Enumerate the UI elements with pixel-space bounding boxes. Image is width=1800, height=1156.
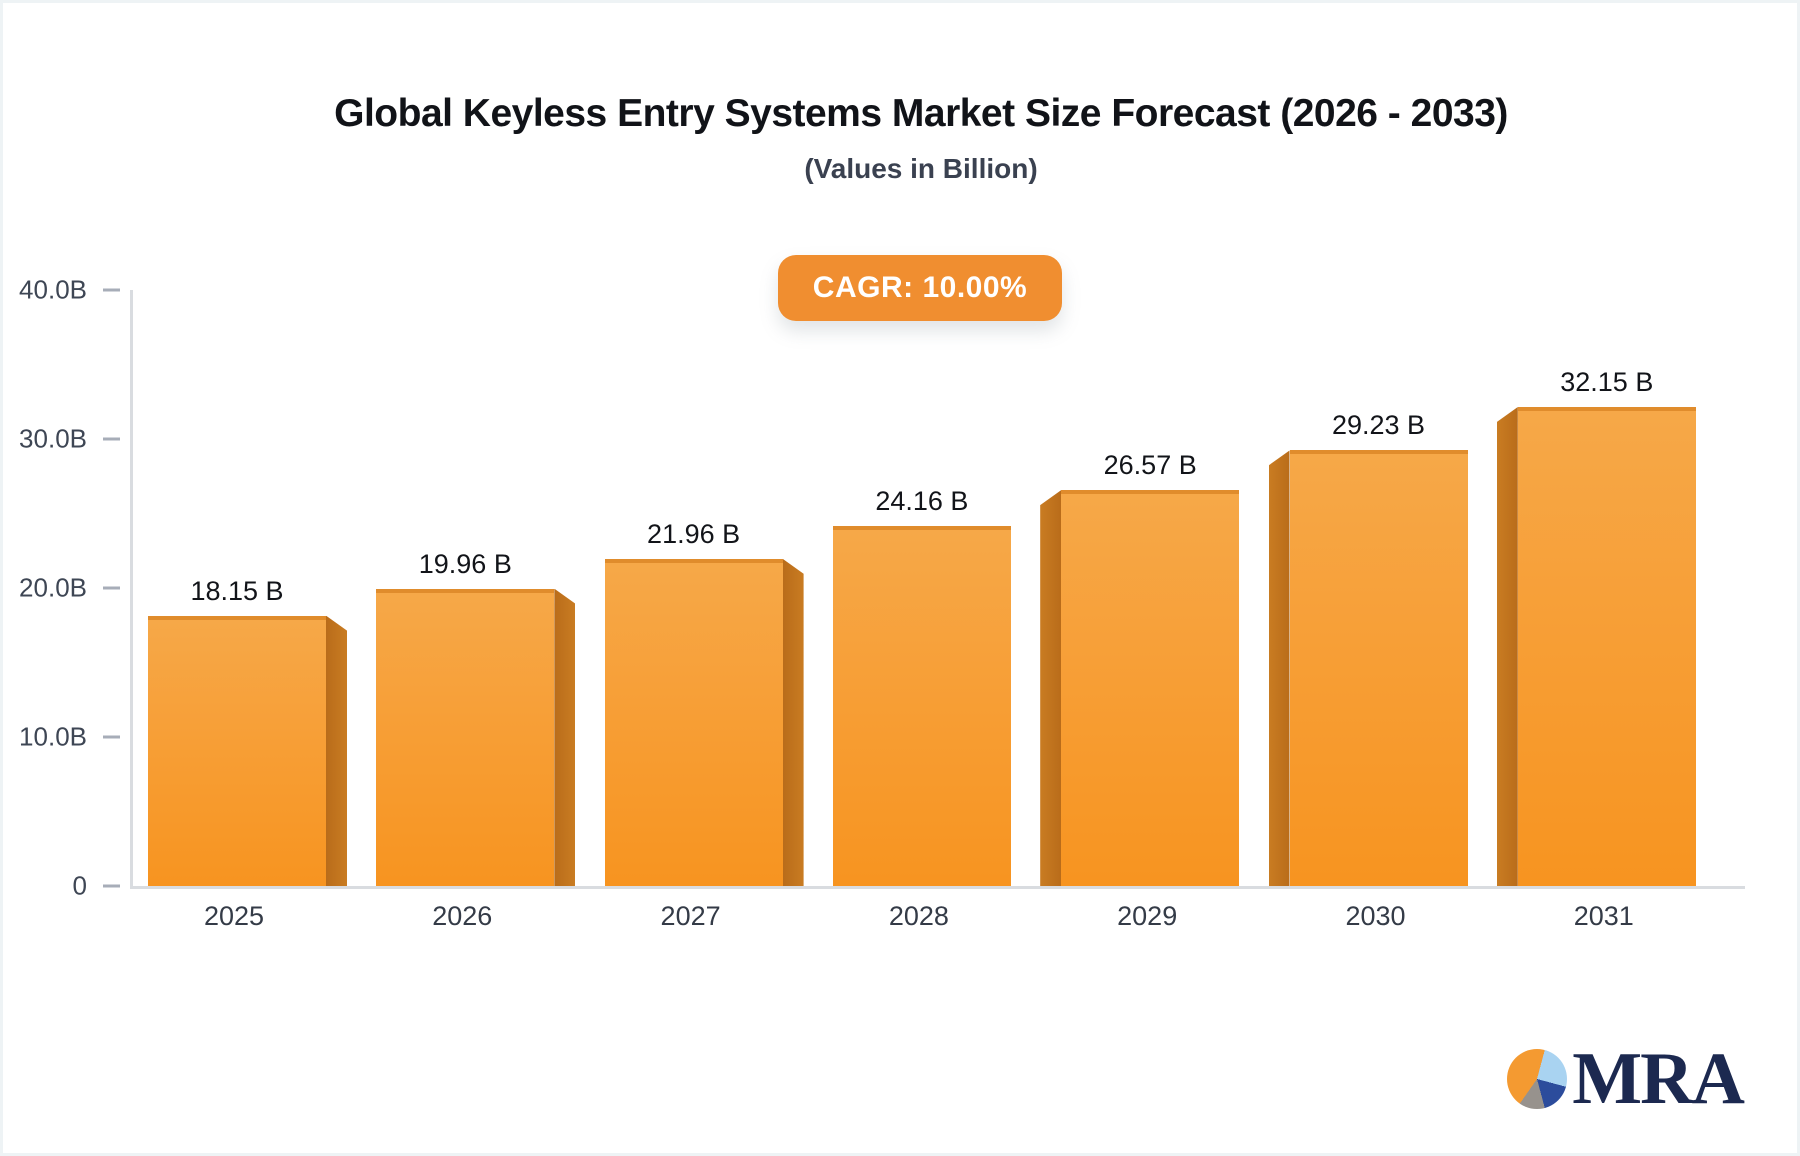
bar-2028[interactable] — [832, 526, 1011, 886]
cagr-badge: CAGR: 10.00% — [778, 255, 1062, 321]
y-tick-mark — [103, 586, 120, 590]
bar-slot: 29.23 B — [1265, 290, 1493, 886]
y-tick-mark — [103, 288, 120, 292]
y-tick-mark — [103, 437, 120, 441]
bar-slot: 18.15 B — [123, 290, 351, 886]
bar-2030[interactable] — [1268, 450, 1468, 886]
bar-3d-side — [1040, 490, 1062, 886]
cagr-badge-label: CAGR: 10.00% — [812, 271, 1028, 304]
bar-2031[interactable] — [1496, 406, 1696, 886]
y-tick-mark — [103, 735, 120, 739]
y-tick-mark — [103, 884, 120, 888]
x-axis-label-2030: 2030 — [1345, 901, 1406, 931]
x-axis-labels: 2025 2026 2027 2028 2029 2030 2031 — [120, 901, 1735, 937]
x-axis-label-2029: 2029 — [1117, 901, 1178, 931]
bar-slot: 24.16 B — [808, 290, 1036, 886]
x-axis-label-2026: 2026 — [432, 901, 493, 931]
bars-row: 18.15 B 19.96 B 21.96 B 24.16 B 26.57 B 29.23… — [123, 290, 1745, 886]
bar-value-label: 32.15 B — [1560, 366, 1654, 397]
bar-3d-side — [782, 558, 804, 886]
logo-text: MRA — [1572, 1038, 1745, 1120]
x-axis-label-2027: 2027 — [660, 901, 721, 931]
y-tick-label: 40.0B — [19, 274, 87, 305]
bar-slot: 19.96 B — [351, 290, 579, 886]
bar-2026[interactable] — [376, 588, 576, 886]
bar-3d-side — [326, 615, 347, 886]
bar-3d-side — [554, 588, 576, 886]
x-axis-label-2025: 2025 — [203, 901, 265, 931]
bar-value-label: 21.96 B — [647, 518, 741, 549]
bar-value-label: 24.16 B — [875, 486, 969, 517]
y-tick-label: 0 — [72, 870, 87, 901]
bar-value-label: 29.23 B — [1331, 410, 1426, 441]
plot-area: 40.0B 30.0B 20.0B 10.0B 0 18.15 B 19.96 B 21.9… — [19, 275, 1745, 901]
pie-chart-logo-icon — [1507, 1049, 1568, 1109]
bar-slot: 26.57 B — [1036, 290, 1264, 886]
bar-2029[interactable] — [1040, 490, 1240, 886]
y-tick-label: 20.0B — [19, 572, 87, 603]
bar-value-label: 26.57 B — [1103, 450, 1197, 481]
bar-value-label: 18.15 B — [190, 575, 284, 606]
bar-value-label: 19.96 B — [418, 548, 512, 579]
bar-3d-side — [1496, 406, 1518, 886]
x-axis-label-2028: 2028 — [888, 901, 949, 931]
bar-slot: 21.96 B — [580, 290, 808, 886]
mra-logo: MRA — [1507, 1038, 1745, 1120]
y-tick-label: 10.0B — [19, 721, 87, 752]
bar-2027[interactable] — [604, 558, 804, 886]
bar-3d-side — [1268, 450, 1290, 886]
y-tick-label: 30.0B — [19, 423, 87, 454]
chart-subtitle: (Values in Billion) — [804, 153, 1038, 184]
chart-title: Global Keyless Entry Systems Market Size… — [334, 92, 1508, 135]
chart-header: Global Keyless Entry Systems Market Size… — [0, 92, 1800, 185]
bar-slot: 32.15 B — [1493, 290, 1721, 886]
x-axis-label-2031: 2031 — [1573, 901, 1634, 931]
bar-2025[interactable] — [148, 615, 347, 886]
